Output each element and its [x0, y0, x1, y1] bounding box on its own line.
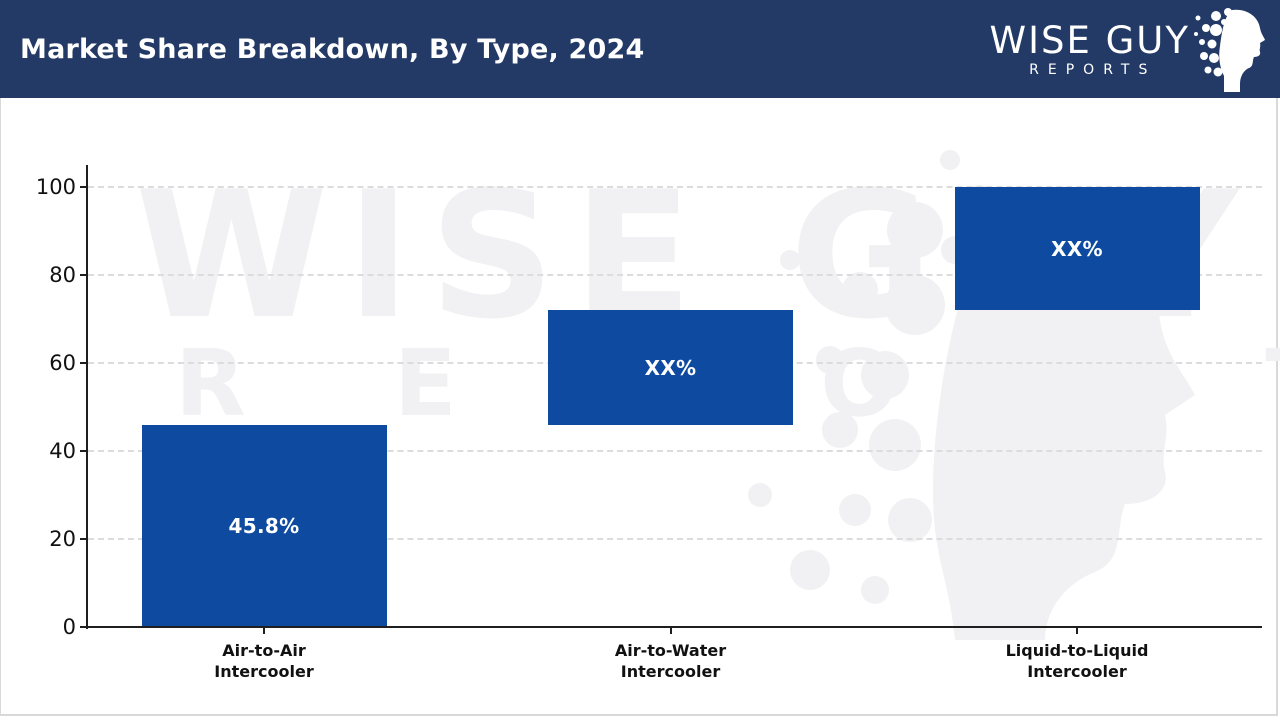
y-axis-tick-mark — [80, 450, 87, 452]
gridline — [88, 538, 1262, 540]
gridline — [88, 274, 1262, 276]
gridline — [88, 186, 1262, 188]
x-axis-spine — [86, 626, 1262, 628]
x-axis-category-label: Air-to-Water Intercooler — [614, 641, 727, 681]
y-axis-tick-label: 80 — [49, 263, 76, 287]
bar-segment: XX% — [548, 310, 793, 426]
x-axis-category-label: Liquid-to-Liquid Intercooler — [1005, 641, 1149, 681]
y-axis-tick-mark — [80, 186, 87, 188]
gridline — [88, 450, 1262, 452]
bar-value-label: XX% — [1051, 236, 1103, 261]
y-axis-tick-label: 40 — [49, 439, 76, 463]
header-band: Market Share Breakdown, By Type, 2024 WI… — [0, 0, 1280, 98]
y-axis-tick-label: 20 — [49, 527, 76, 551]
bar-segment: XX% — [954, 187, 1200, 311]
bar-value-label: 45.8% — [228, 514, 300, 539]
logo-wordmark: WISE GUY — [989, 18, 1190, 62]
x-axis-category-label: Air-to-Air Intercooler — [214, 641, 314, 681]
y-axis-tick-mark — [80, 626, 87, 628]
y-axis-tick-mark — [80, 538, 87, 540]
y-axis-tick-mark — [80, 274, 87, 276]
y-axis-tick-label: 100 — [35, 175, 76, 199]
page-title: Market Share Breakdown, By Type, 2024 — [20, 33, 645, 65]
logo-text: WISE GUY REPORTS — [990, 22, 1190, 77]
bar-value-label: XX% — [644, 355, 697, 380]
x-axis-tick-mark — [669, 628, 672, 634]
y-axis-tick-mark — [80, 362, 87, 364]
x-axis-tick-mark — [1076, 628, 1078, 634]
x-axis-tick-mark — [263, 628, 265, 634]
y-axis-spine — [86, 165, 88, 629]
bar-segment: 45.8% — [141, 425, 387, 627]
logo-subtitle: REPORTS — [1029, 61, 1157, 78]
wise-guy-reports-logo: WISE GUY REPORTS — [990, 6, 1266, 92]
y-axis-tick-label: 60 — [49, 351, 76, 375]
y-axis-tick-label: 0 — [62, 615, 76, 639]
logo-head-icon — [1194, 8, 1265, 92]
